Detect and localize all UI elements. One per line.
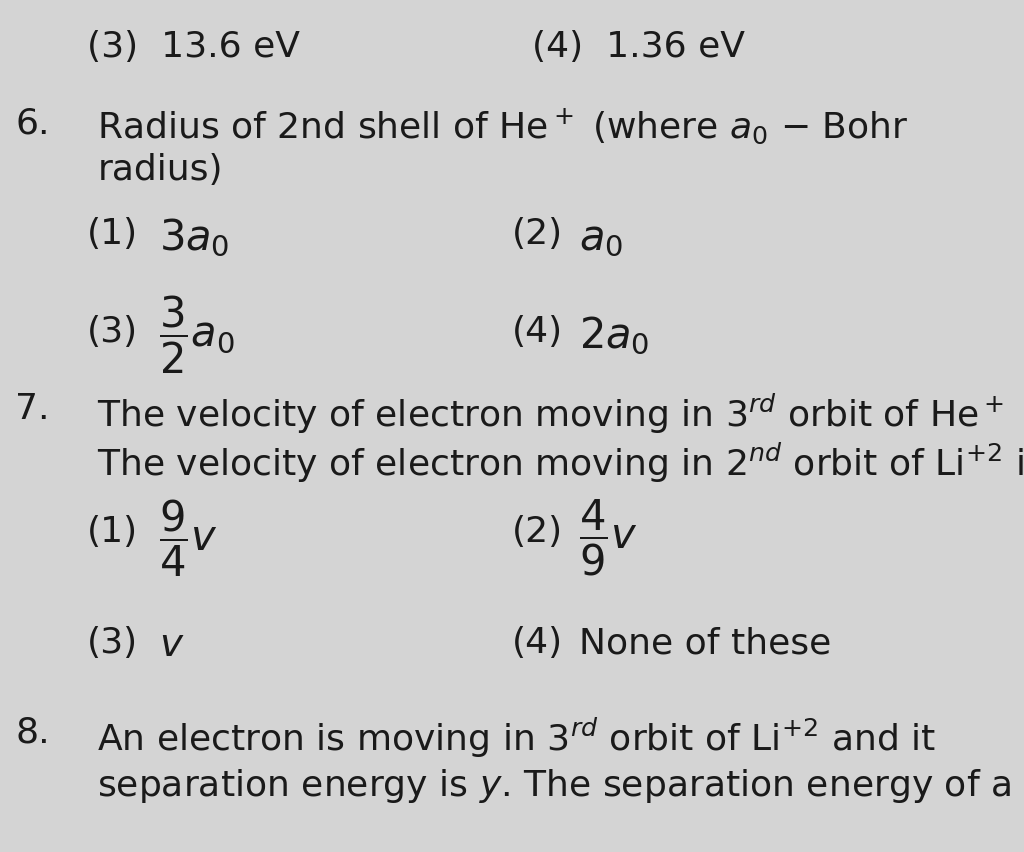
Text: (1): (1) — [87, 515, 138, 550]
Text: None of these: None of these — [579, 626, 830, 660]
Text: (3): (3) — [87, 315, 138, 349]
Text: $\dfrac{3}{2}a_0$: $\dfrac{3}{2}a_0$ — [159, 294, 234, 376]
Text: (3)  13.6 eV: (3) 13.6 eV — [87, 30, 300, 64]
Text: (4)  1.36 eV: (4) 1.36 eV — [532, 30, 745, 64]
Text: 8.: 8. — [15, 716, 50, 750]
Text: (4): (4) — [512, 626, 563, 660]
Text: $3a_0$: $3a_0$ — [159, 217, 229, 260]
Text: separation energy is $y$. The separation energy of a: separation energy is $y$. The separation… — [97, 767, 1012, 805]
Text: (2): (2) — [512, 217, 563, 251]
Text: $a_0$: $a_0$ — [579, 217, 623, 259]
Text: An electron is moving in 3$^{rd}$ orbit of Li$^{+2}$ and it: An electron is moving in 3$^{rd}$ orbit … — [97, 716, 936, 760]
Text: (4): (4) — [512, 315, 563, 349]
Text: Radius of 2nd shell of He$^+$ (where $a_0$ $-$ Bohr: Radius of 2nd shell of He$^+$ (where $a_… — [97, 106, 908, 147]
Text: (1): (1) — [87, 217, 138, 251]
Text: The velocity of electron moving in 2$^{nd}$ orbit of Li$^{+2}$ is: The velocity of electron moving in 2$^{n… — [97, 441, 1024, 486]
Text: 7.: 7. — [15, 392, 50, 426]
Text: $2a_0$: $2a_0$ — [579, 315, 649, 358]
Text: The velocity of electron moving in 3$^{rd}$ orbit of He$^+$ is $v$: The velocity of electron moving in 3$^{r… — [97, 392, 1024, 436]
Text: $v$: $v$ — [159, 626, 184, 665]
Text: $\dfrac{4}{9}v$: $\dfrac{4}{9}v$ — [579, 498, 637, 579]
Text: 6.: 6. — [15, 106, 50, 141]
Text: (3): (3) — [87, 626, 138, 660]
Text: (2): (2) — [512, 515, 563, 550]
Text: $\dfrac{9}{4}v$: $\dfrac{9}{4}v$ — [159, 498, 217, 579]
Text: radius): radius) — [97, 153, 223, 187]
